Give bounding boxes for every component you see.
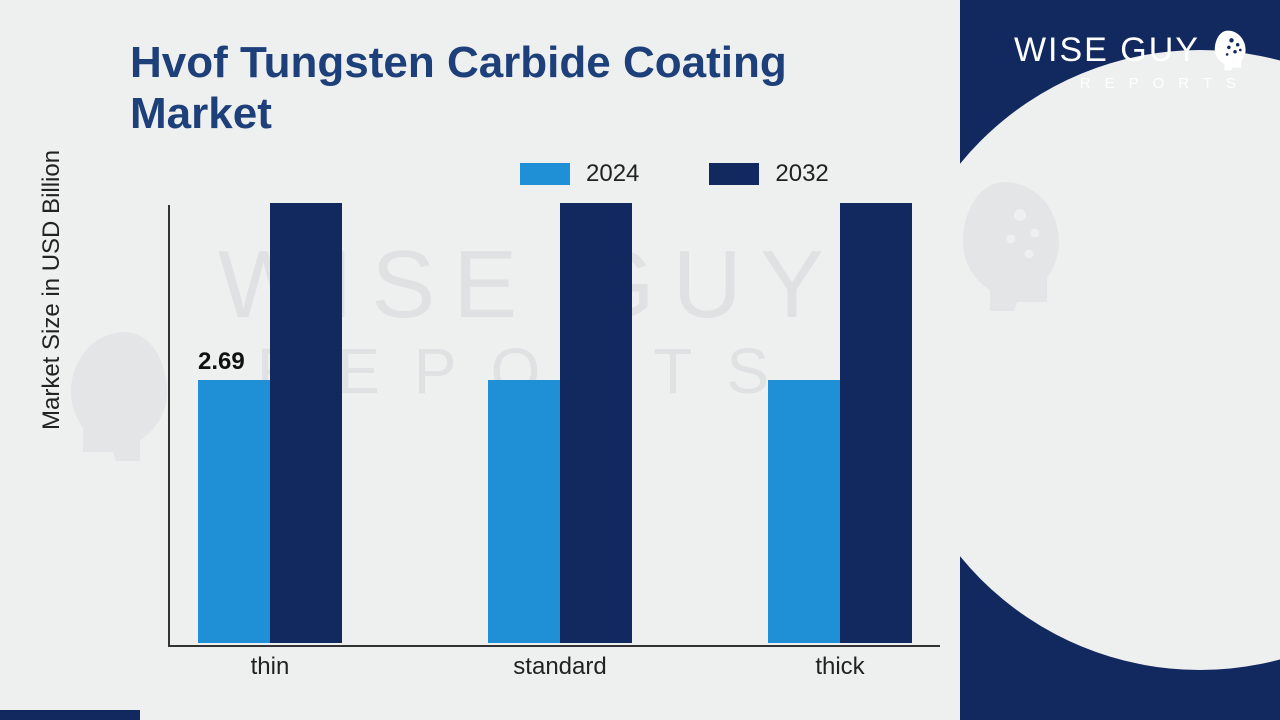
legend-item-2024: 2024 [520, 160, 639, 188]
legend-label-2024: 2024 [586, 160, 639, 188]
x-axis-line [168, 645, 940, 647]
chart-plot-area: thin2.69standardthick [120, 205, 940, 645]
brand-text-1: WISE GUY [1014, 33, 1200, 67]
brand-line1: WISE GUY [1014, 28, 1250, 72]
bar-2032-thin [270, 203, 342, 643]
x-category-thin: thin [180, 653, 360, 681]
bar-2024-thin [198, 380, 270, 643]
brand-logo: WISE GUY REPORTS [1014, 28, 1250, 91]
bar-group-thick [750, 205, 930, 645]
brand-head-icon [1206, 28, 1250, 72]
bar-2032-thick [840, 203, 912, 643]
value-label-2024-thin: 2.69 [198, 348, 245, 376]
chart-legend: 2024 2032 [520, 160, 829, 188]
legend-label-2032: 2032 [775, 160, 828, 188]
y-axis-line [168, 205, 170, 645]
watermark-head-right-icon [930, 170, 1080, 320]
x-category-standard: standard [470, 653, 650, 681]
bar-2024-thick [768, 380, 840, 643]
legend-swatch-2032 [709, 163, 759, 185]
legend-swatch-2024 [520, 163, 570, 185]
bar-2024-standard [488, 380, 560, 643]
brand-line2: REPORTS [1014, 76, 1250, 91]
y-axis-label: Market Size in USD Billion [38, 150, 66, 430]
bottom-stripe [0, 710, 140, 720]
x-category-thick: thick [750, 653, 930, 681]
legend-item-2032: 2032 [709, 160, 828, 188]
bar-group-standard [470, 205, 650, 645]
decorative-circle [890, 50, 1280, 670]
bar-group-thin [180, 205, 360, 645]
chart-title: Hvof Tungsten Carbide Coating Market [130, 38, 850, 139]
bar-2032-standard [560, 203, 632, 643]
